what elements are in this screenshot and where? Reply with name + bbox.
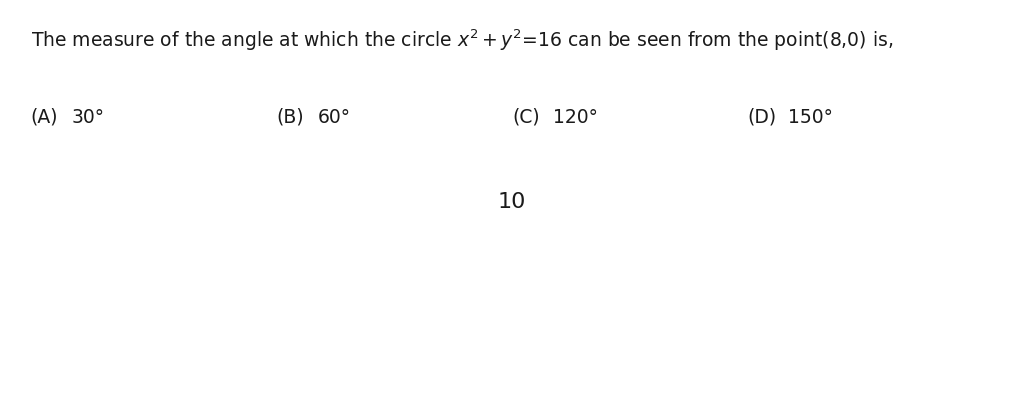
Text: (C): (C) xyxy=(512,108,540,127)
Text: (D): (D) xyxy=(748,108,776,127)
Text: (A): (A) xyxy=(31,108,58,127)
Text: The measure of the angle at which the circle $x^2 + y^2$=16 can be seen from the: The measure of the angle at which the ci… xyxy=(31,28,893,53)
Text: 10: 10 xyxy=(498,192,526,211)
Text: 60°: 60° xyxy=(317,108,350,127)
Text: 150°: 150° xyxy=(788,108,834,127)
Text: (B): (B) xyxy=(276,108,304,127)
Text: 120°: 120° xyxy=(553,108,598,127)
Text: 30°: 30° xyxy=(72,108,104,127)
